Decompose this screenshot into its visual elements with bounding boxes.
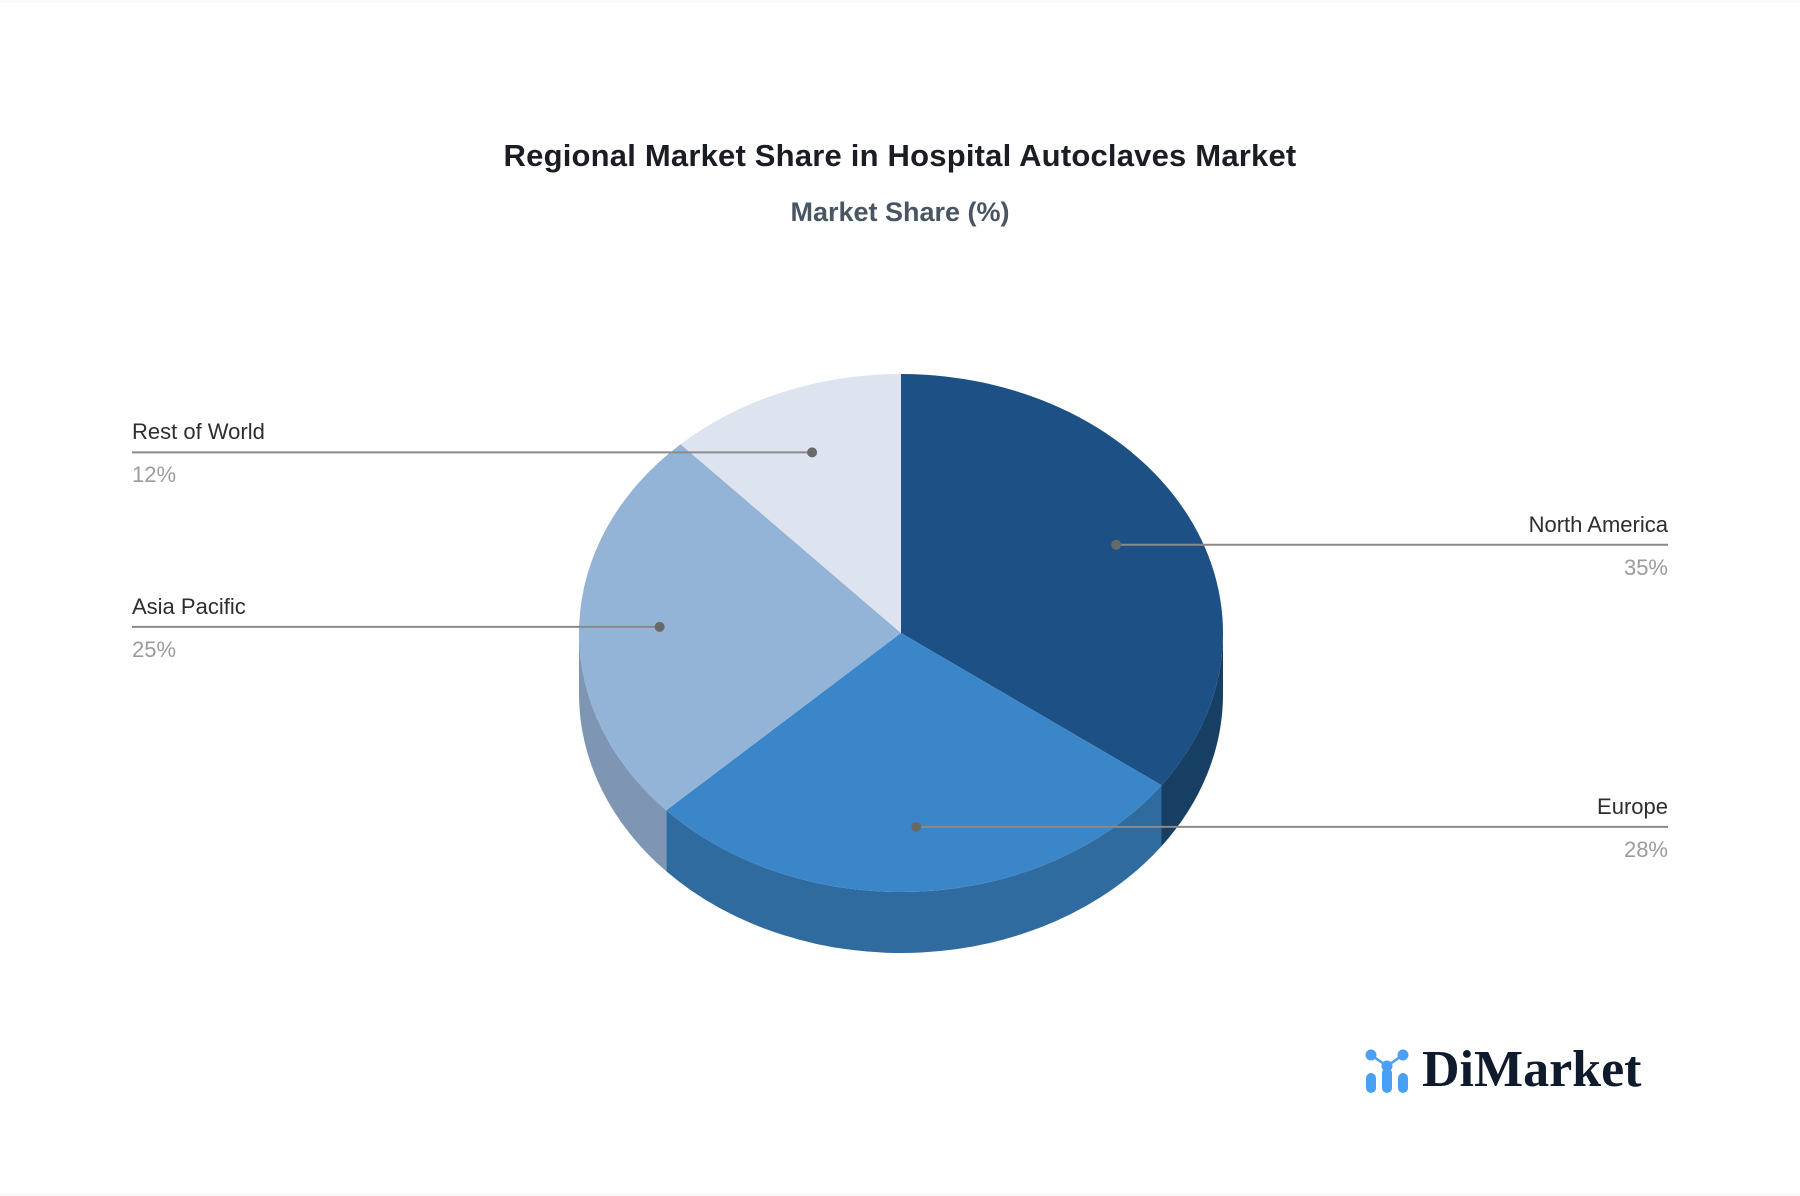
leader-dot (1111, 539, 1122, 550)
pie-label-rest-of-world: Rest of World 12% (132, 419, 552, 488)
segment-label: Rest of World (132, 419, 265, 445)
segment-value: 35% (1623, 554, 1668, 580)
segment-label: Europe (1597, 793, 1668, 819)
pie-slice-side (666, 785, 1162, 954)
segment-value: 28% (1623, 836, 1668, 862)
segment-value: 12% (132, 462, 177, 488)
segment-value: 25% (132, 636, 177, 662)
segment-label: North America (1528, 511, 1668, 537)
pie-label-asia-pacific: Asia Pacific 25% (132, 594, 552, 663)
pie-slice-rest-of-world[interactable] (680, 374, 901, 633)
pie-slice-side (579, 633, 667, 872)
pie-slice-side (1161, 633, 1223, 847)
bar-line-chart-icon (1365, 1049, 1409, 1093)
segment-label: Asia Pacific (132, 593, 246, 619)
dimarket-logo: DiMarket (1364, 1040, 1641, 1100)
chart-title: Regional Market Share in Hospital Autocl… (503, 138, 1297, 173)
pie-label-europe: Europe 28% (1248, 794, 1668, 863)
leader-dot (807, 447, 818, 458)
logo-text: DiMarket (1422, 1041, 1642, 1098)
pie-label-north-america: North America 35% (1248, 512, 1668, 581)
bottom-edge-strip (0, 1193, 1800, 1196)
top-edge-strip (0, 0, 1800, 3)
leader-dot (911, 821, 922, 832)
pie-slice-north-america[interactable] (901, 374, 1223, 786)
pie-slice-asia-pacific[interactable] (578, 444, 901, 811)
chart-subtitle: Market Share (%) (790, 197, 1010, 227)
leader-dot (654, 621, 665, 632)
